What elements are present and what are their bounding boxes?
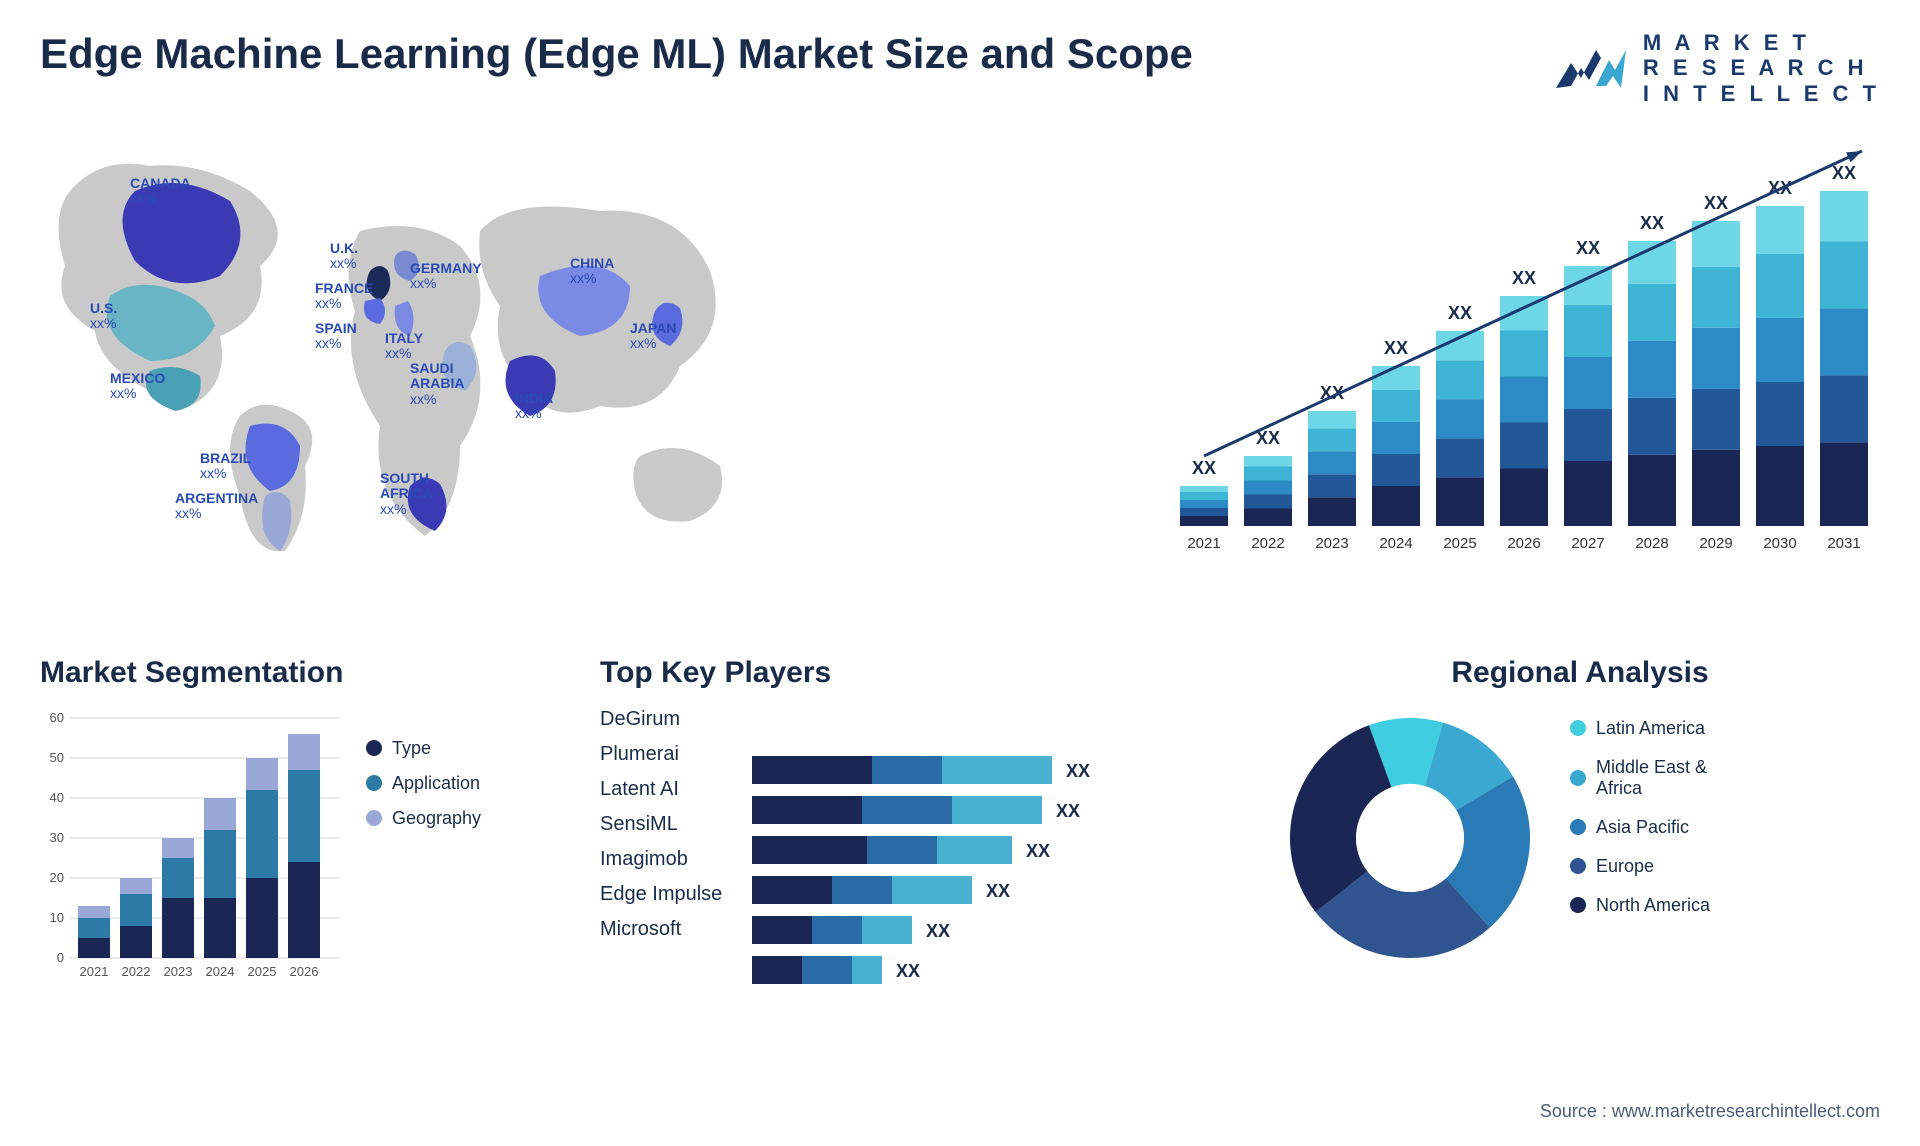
legend-item: Application xyxy=(366,773,481,794)
svg-text:2027: 2027 xyxy=(1571,535,1604,552)
legend-item: Geography xyxy=(366,808,481,829)
growth-bar-chart: XX 2021 XX 2022 XX 2023 XX 2024 XX 2025 XX 2026 XX 20… xyxy=(1160,136,1880,566)
svg-text:XX: XX xyxy=(1576,238,1600,258)
legend-item: North America xyxy=(1570,895,1710,916)
svg-text:2026: 2026 xyxy=(1507,535,1540,552)
svg-text:60: 60 xyxy=(50,710,64,725)
page-title: Edge Machine Learning (Edge ML) Market S… xyxy=(40,30,1193,78)
brand-logo: M A R K E T R E S E A R C H I N T E L L … xyxy=(1551,30,1880,106)
player-name: Latent AI xyxy=(600,778,679,801)
segmentation-title: Market Segmentation xyxy=(40,656,560,690)
logo-line1: M A R K E T xyxy=(1643,30,1880,55)
player-name: DeGirum xyxy=(600,708,680,731)
segmentation-legend: Type Application Geography xyxy=(366,708,481,988)
map-label: GERMANYxx% xyxy=(410,261,482,292)
segmentation-panel: Market Segmentation 0 10 20 30 40 50 60 2021 202… xyxy=(40,656,560,998)
map-label: U.S.xx% xyxy=(90,301,117,332)
map-label: SPAINxx% xyxy=(315,321,357,352)
svg-text:2028: 2028 xyxy=(1635,535,1668,552)
key-players-chart: XX XX XX XX XX XX xyxy=(752,708,1202,998)
svg-text:XX: XX xyxy=(1026,841,1050,861)
regional-panel: Regional Analysis Latin America Middle Ea… xyxy=(1280,656,1880,998)
map-label: INDIAxx% xyxy=(515,391,553,422)
player-name: SensiML xyxy=(600,813,678,836)
map-label: U.K.xx% xyxy=(330,241,358,272)
svg-text:2024: 2024 xyxy=(206,964,235,979)
key-players-panel: Top Key Players DeGirum Plumerai Latent AI… xyxy=(600,656,1240,998)
map-label: CHINAxx% xyxy=(570,256,614,287)
map-label: BRAZILxx% xyxy=(200,451,251,482)
svg-text:XX: XX xyxy=(896,961,920,981)
regional-donut-chart xyxy=(1280,708,1540,968)
logo-line2: R E S E A R C H xyxy=(1643,55,1880,80)
logo-line3: I N T E L L E C T xyxy=(1643,81,1880,106)
svg-text:2021: 2021 xyxy=(1187,535,1220,552)
svg-text:30: 30 xyxy=(50,830,64,845)
svg-text:2023: 2023 xyxy=(164,964,193,979)
svg-text:XX: XX xyxy=(1448,303,1472,323)
svg-text:XX: XX xyxy=(1192,458,1216,478)
svg-text:2022: 2022 xyxy=(1251,535,1284,552)
svg-text:XX: XX xyxy=(1056,801,1080,821)
svg-text:2025: 2025 xyxy=(1443,535,1476,552)
logo-icon xyxy=(1551,38,1631,98)
source-attribution: Source : www.marketresearchintellect.com xyxy=(1540,1101,1880,1122)
svg-text:XX: XX xyxy=(1832,163,1856,183)
svg-text:20: 20 xyxy=(50,870,64,885)
map-label: SOUTHAFRICAxx% xyxy=(380,471,433,517)
svg-text:2024: 2024 xyxy=(1379,535,1412,552)
svg-text:XX: XX xyxy=(986,881,1010,901)
map-label: CANADAxx% xyxy=(130,176,191,207)
svg-text:XX: XX xyxy=(1384,338,1408,358)
player-name: Plumerai xyxy=(600,743,679,766)
svg-text:XX: XX xyxy=(1066,761,1090,781)
legend-item: Middle East &Africa xyxy=(1570,757,1710,799)
svg-text:2030: 2030 xyxy=(1763,535,1796,552)
svg-text:2021: 2021 xyxy=(80,964,109,979)
player-name-list: DeGirum Plumerai Latent AI SensiML Imagimob E… xyxy=(600,708,740,998)
legend-item: Type xyxy=(366,738,481,759)
player-name: Microsoft xyxy=(600,918,681,941)
map-label: JAPANxx% xyxy=(630,321,676,352)
map-label: SAUDIARABIAxx% xyxy=(410,361,464,407)
svg-text:2023: 2023 xyxy=(1315,535,1348,552)
segmentation-chart: 0 10 20 30 40 50 60 2021 2022 2023 2024 2025 2026 xyxy=(40,708,350,988)
legend-item: Latin America xyxy=(1570,718,1710,739)
map-label: MEXICOxx% xyxy=(110,371,165,402)
key-players-title: Top Key Players xyxy=(600,656,1240,690)
world-map-panel: CANADAxx% U.S.xx% MEXICOxx% BRAZILxx% ARGENT… xyxy=(40,136,1120,626)
svg-text:40: 40 xyxy=(50,790,64,805)
svg-text:2031: 2031 xyxy=(1827,535,1860,552)
regional-legend: Latin America Middle East &Africa Asia Pac… xyxy=(1570,708,1710,916)
player-name: Edge Impulse xyxy=(600,883,722,906)
map-label: ARGENTINAxx% xyxy=(175,491,258,522)
svg-text:2026: 2026 xyxy=(290,964,319,979)
svg-text:XX: XX xyxy=(926,921,950,941)
svg-text:0: 0 xyxy=(57,950,64,965)
map-label: FRANCExx% xyxy=(315,281,373,312)
legend-item: Asia Pacific xyxy=(1570,817,1710,838)
svg-text:2022: 2022 xyxy=(122,964,151,979)
svg-text:XX: XX xyxy=(1512,268,1536,288)
svg-text:50: 50 xyxy=(50,750,64,765)
growth-chart-panel: XX 2021 XX 2022 XX 2023 XX 2024 XX 2025 XX 2026 XX 20… xyxy=(1160,136,1880,626)
regional-title: Regional Analysis xyxy=(1280,656,1880,690)
svg-text:XX: XX xyxy=(1640,213,1664,233)
svg-text:2029: 2029 xyxy=(1699,535,1732,552)
map-label: ITALYxx% xyxy=(385,331,423,362)
svg-text:2025: 2025 xyxy=(248,964,277,979)
legend-item: Europe xyxy=(1570,856,1710,877)
svg-text:10: 10 xyxy=(50,910,64,925)
svg-text:XX: XX xyxy=(1704,193,1728,213)
player-name: Imagimob xyxy=(600,848,688,871)
